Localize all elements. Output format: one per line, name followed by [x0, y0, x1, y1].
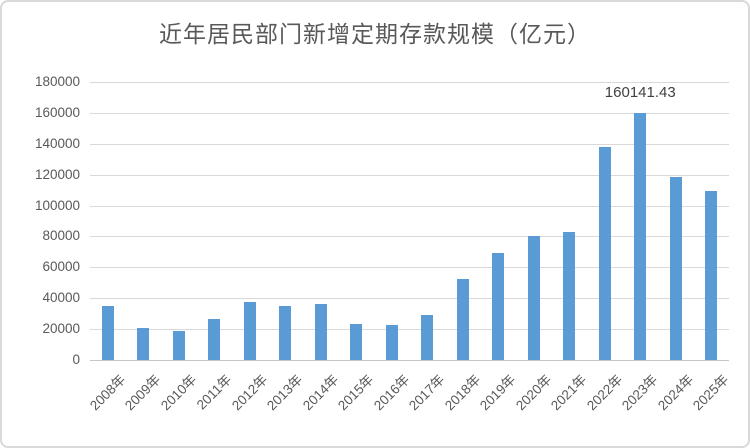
- y-tick-label-120000: 120000: [34, 166, 80, 182]
- bar-2020年: [527, 235, 540, 360]
- gridline-20000: [90, 329, 729, 331]
- x-tick-label-2023年: 2023年: [619, 371, 661, 414]
- bar-2018年: [456, 278, 469, 360]
- x-tick-label-2012年: 2012年: [228, 371, 271, 414]
- x-tick-label-2020年: 2020年: [512, 371, 555, 414]
- x-tick-label-2019年: 2019年: [477, 371, 519, 414]
- x-tick-label-2011年: 2011年: [194, 371, 235, 413]
- x-tick-label-2010年: 2010年: [157, 371, 200, 414]
- gridline-60000: [90, 267, 729, 269]
- bar-2013年: [279, 305, 292, 360]
- bar-2014年: [314, 304, 327, 360]
- x-tick-label-2013年: 2013年: [264, 371, 306, 414]
- gridline-40000: [90, 298, 729, 300]
- y-tick-label-140000: 140000: [34, 135, 80, 151]
- x-tick-label-2022年: 2022年: [583, 371, 626, 414]
- x-tick-label-2014年: 2014年: [299, 371, 342, 414]
- bar-2010年: [172, 330, 185, 360]
- gridline-0: [90, 360, 729, 361]
- y-tick-label-160000: 160000: [34, 104, 80, 120]
- bar-2011年: [208, 319, 221, 360]
- x-tick-label-2021年: 2021年: [548, 371, 590, 414]
- bar-2017年: [421, 315, 434, 360]
- x-tick-label-2025年: 2025年: [690, 371, 732, 414]
- bar-2022年: [598, 147, 611, 360]
- bar-2023年: [634, 112, 647, 360]
- bar-2008年: [101, 305, 114, 360]
- chart-title: 近年居民部门新增定期存款规模（亿元）: [159, 22, 591, 47]
- gridline-180000: [90, 82, 729, 83]
- gridline-80000: [90, 236, 729, 238]
- y-tick-label-20000: 20000: [42, 321, 80, 337]
- bar-2019年: [492, 253, 505, 360]
- x-tick-label-2018年: 2018年: [441, 371, 484, 414]
- y-tick-label-60000: 60000: [42, 259, 80, 275]
- y-tick-label-80000: 80000: [42, 228, 80, 244]
- bar-2015年: [350, 323, 363, 360]
- bar-2021年: [563, 232, 576, 360]
- x-tick-label-2017年: 2017年: [406, 371, 448, 414]
- bar-2016年: [385, 324, 398, 360]
- gridline-140000: [90, 143, 729, 145]
- y-tick-label-180000: 180000: [34, 74, 80, 89]
- gridline-100000: [90, 205, 729, 207]
- bar-2009年: [137, 328, 150, 360]
- x-tick-label-2016年: 2016年: [370, 371, 413, 414]
- y-tick-label-100000: 100000: [34, 197, 80, 213]
- x-tick-label-2009年: 2009年: [122, 371, 164, 414]
- x-tick-label-2008年: 2008年: [86, 371, 129, 414]
- x-tick-label-2015年: 2015年: [335, 371, 377, 414]
- gridline-120000: [90, 174, 729, 176]
- bar-2025年: [705, 190, 718, 360]
- x-tick-label-2024年: 2024年: [654, 371, 697, 414]
- y-tick-label-0: 0: [72, 352, 80, 367]
- data-label-2023年: 160141.43: [604, 83, 676, 101]
- gridline-160000: [90, 112, 729, 114]
- bar-2012年: [243, 302, 256, 360]
- bar-2024年: [669, 176, 682, 360]
- y-tick-label-40000: 40000: [42, 290, 80, 306]
